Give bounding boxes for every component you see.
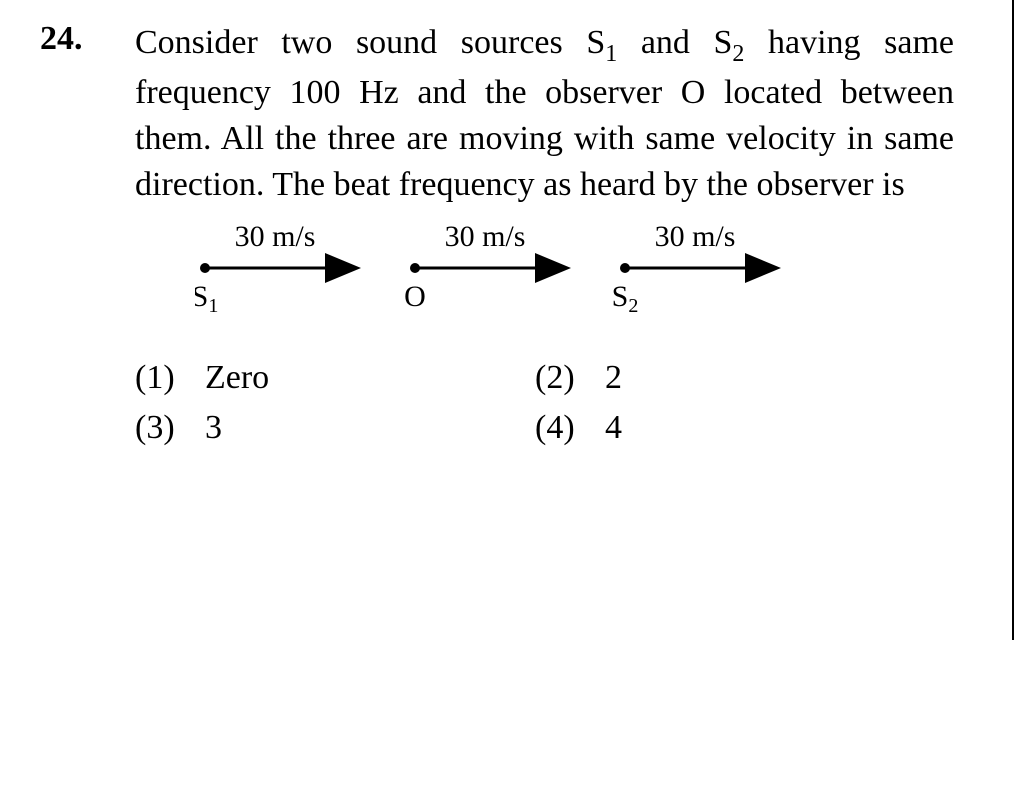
right-border <box>1012 0 1014 640</box>
diag-bot-0: S1 <box>195 280 218 317</box>
option-4: (4) 4 <box>535 405 935 451</box>
diag-top-0: 30 m/s <box>235 220 316 253</box>
diagram-svg: 30 m/s S1 30 m/s O 30 m/s S2 <box>195 218 815 328</box>
options: (1) Zero (2) 2 (3) 3 (4) 4 <box>135 355 935 455</box>
question-row: 24. Consider two sound sources S1 and S2… <box>30 20 994 455</box>
qtext-s2: 2 <box>732 41 744 67</box>
question-text: Consider two sound sources S1 and S2 hav… <box>135 20 994 455</box>
diag-bot-2: S2 <box>612 280 639 317</box>
option-paren-3: (3) <box>135 405 205 451</box>
option-1: (1) Zero <box>135 355 535 401</box>
option-2: (2) 2 <box>535 355 935 401</box>
diagram: 30 m/s S1 30 m/s O 30 m/s S2 <box>135 218 954 341</box>
qtext-p1: Consider two sound sources S <box>135 24 605 61</box>
qtext-p2: and S <box>617 24 732 61</box>
option-text-3: 3 <box>205 405 222 451</box>
option-3: (3) 3 <box>135 405 535 451</box>
page: 24. Consider two sound sources S1 and S2… <box>0 0 1024 475</box>
diag-top-2: 30 m/s <box>655 220 736 253</box>
qtext-s1: 1 <box>605 41 617 67</box>
diag-top-1: 30 m/s <box>445 220 526 253</box>
option-paren-4: (4) <box>535 405 605 451</box>
option-text-2: 2 <box>605 355 622 401</box>
diag-bot-1: O <box>404 280 426 313</box>
question-number: 24. <box>30 20 135 58</box>
option-paren-2: (2) <box>535 355 605 401</box>
option-text-4: 4 <box>605 405 622 451</box>
option-paren-1: (1) <box>135 355 205 401</box>
option-text-1: Zero <box>205 355 269 401</box>
